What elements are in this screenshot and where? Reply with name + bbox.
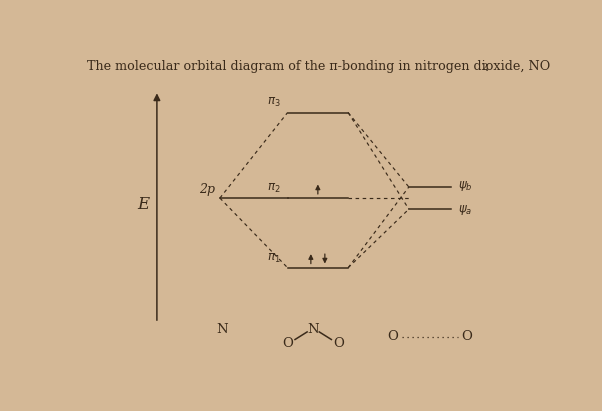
Text: .: . bbox=[485, 61, 489, 74]
Text: O: O bbox=[334, 337, 344, 350]
Text: $\pi_3$: $\pi_3$ bbox=[267, 96, 281, 109]
Text: $\psi_a$: $\psi_a$ bbox=[458, 203, 472, 217]
Text: $\pi_2$: $\pi_2$ bbox=[267, 182, 281, 195]
Text: O: O bbox=[462, 330, 473, 343]
Text: N: N bbox=[216, 323, 228, 336]
Text: 2p: 2p bbox=[199, 182, 216, 196]
Text: $\pi_1$: $\pi_1$ bbox=[267, 252, 281, 265]
Text: O: O bbox=[387, 330, 398, 343]
Text: 2: 2 bbox=[481, 62, 488, 72]
Text: $\psi_b$: $\psi_b$ bbox=[458, 179, 473, 193]
Text: N: N bbox=[308, 323, 319, 336]
Text: E: E bbox=[137, 196, 149, 213]
Text: The molecular orbital diagram of the π-bonding in nitrogen dioxide, NO: The molecular orbital diagram of the π-b… bbox=[87, 60, 550, 74]
Text: O: O bbox=[282, 337, 293, 350]
